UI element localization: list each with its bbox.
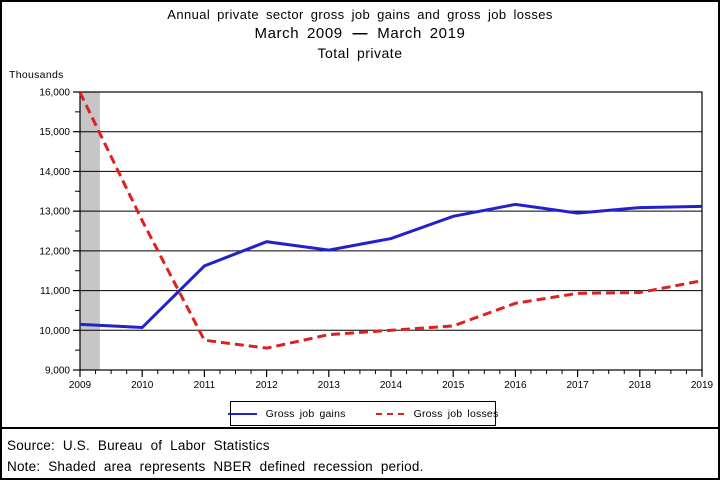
x-tick-label: 2012 bbox=[255, 380, 278, 391]
x-tick-label: 2011 bbox=[194, 380, 216, 391]
y-tick-label: 10,000 bbox=[39, 326, 70, 337]
note-text: Note: Shaded area represents NBER define… bbox=[7, 459, 424, 474]
footer-separator-line bbox=[2, 427, 718, 429]
y-tick-label: 15,000 bbox=[39, 127, 70, 138]
y-tick-label: 11,000 bbox=[40, 286, 70, 297]
x-tick-label: 2010 bbox=[131, 380, 154, 391]
subtitle-right: March 2019 bbox=[377, 25, 466, 42]
legend-item-gains: Gross job gains bbox=[227, 407, 346, 420]
x-tick-label: 2009 bbox=[69, 380, 92, 391]
series-line-gross-job-gains bbox=[79, 202, 703, 330]
x-tick-label: 2017 bbox=[566, 380, 589, 391]
legend-item-losses: Gross job losses bbox=[375, 407, 499, 420]
series-line-gross-job-losses bbox=[78, 91, 703, 350]
y-tick-label: 12,000 bbox=[39, 246, 70, 257]
x-tick-label: 2014 bbox=[380, 380, 403, 391]
recession-band bbox=[80, 92, 100, 370]
subtitle-left: March 2009 bbox=[254, 25, 343, 42]
plot-frame bbox=[79, 91, 703, 371]
chart-group-subtitle: Total private bbox=[317, 45, 403, 61]
subtitle-dash: — bbox=[352, 25, 368, 42]
legend-label-gains: Gross job gains bbox=[265, 407, 346, 420]
legend-label-losses: Gross job losses bbox=[413, 407, 499, 420]
losses-line-sample-icon bbox=[375, 412, 405, 415]
gains-line-sample-icon bbox=[227, 412, 257, 415]
footer-block: Source: U.S. Bureau of Labor Statistics … bbox=[7, 435, 717, 477]
source-text: Source: U.S. Bureau of Labor Statistics bbox=[7, 438, 270, 453]
x-tick-label: 2015 bbox=[442, 380, 465, 391]
chart-subtitle: March 2009 — March 2019 bbox=[2, 24, 718, 44]
x-tick-label: 2016 bbox=[504, 380, 527, 391]
x-tick-label: 2019 bbox=[691, 380, 714, 391]
y-tick-label: 14,000 bbox=[39, 167, 70, 178]
x-tick-label: 2018 bbox=[629, 380, 652, 391]
y-tick-label: 16,000 bbox=[39, 88, 70, 99]
title-block: Annual private sector gross job gains an… bbox=[2, 6, 718, 63]
x-tick-label: 2013 bbox=[318, 380, 341, 391]
chart-title: Annual private sector gross job gains an… bbox=[167, 7, 553, 22]
legend-box: Gross job gains Gross job losses bbox=[227, 401, 499, 426]
y-tick-label: 9,000 bbox=[45, 366, 70, 377]
y-tick-label: 13,000 bbox=[39, 207, 70, 218]
y-axis-unit-label: Thousands bbox=[9, 69, 64, 81]
